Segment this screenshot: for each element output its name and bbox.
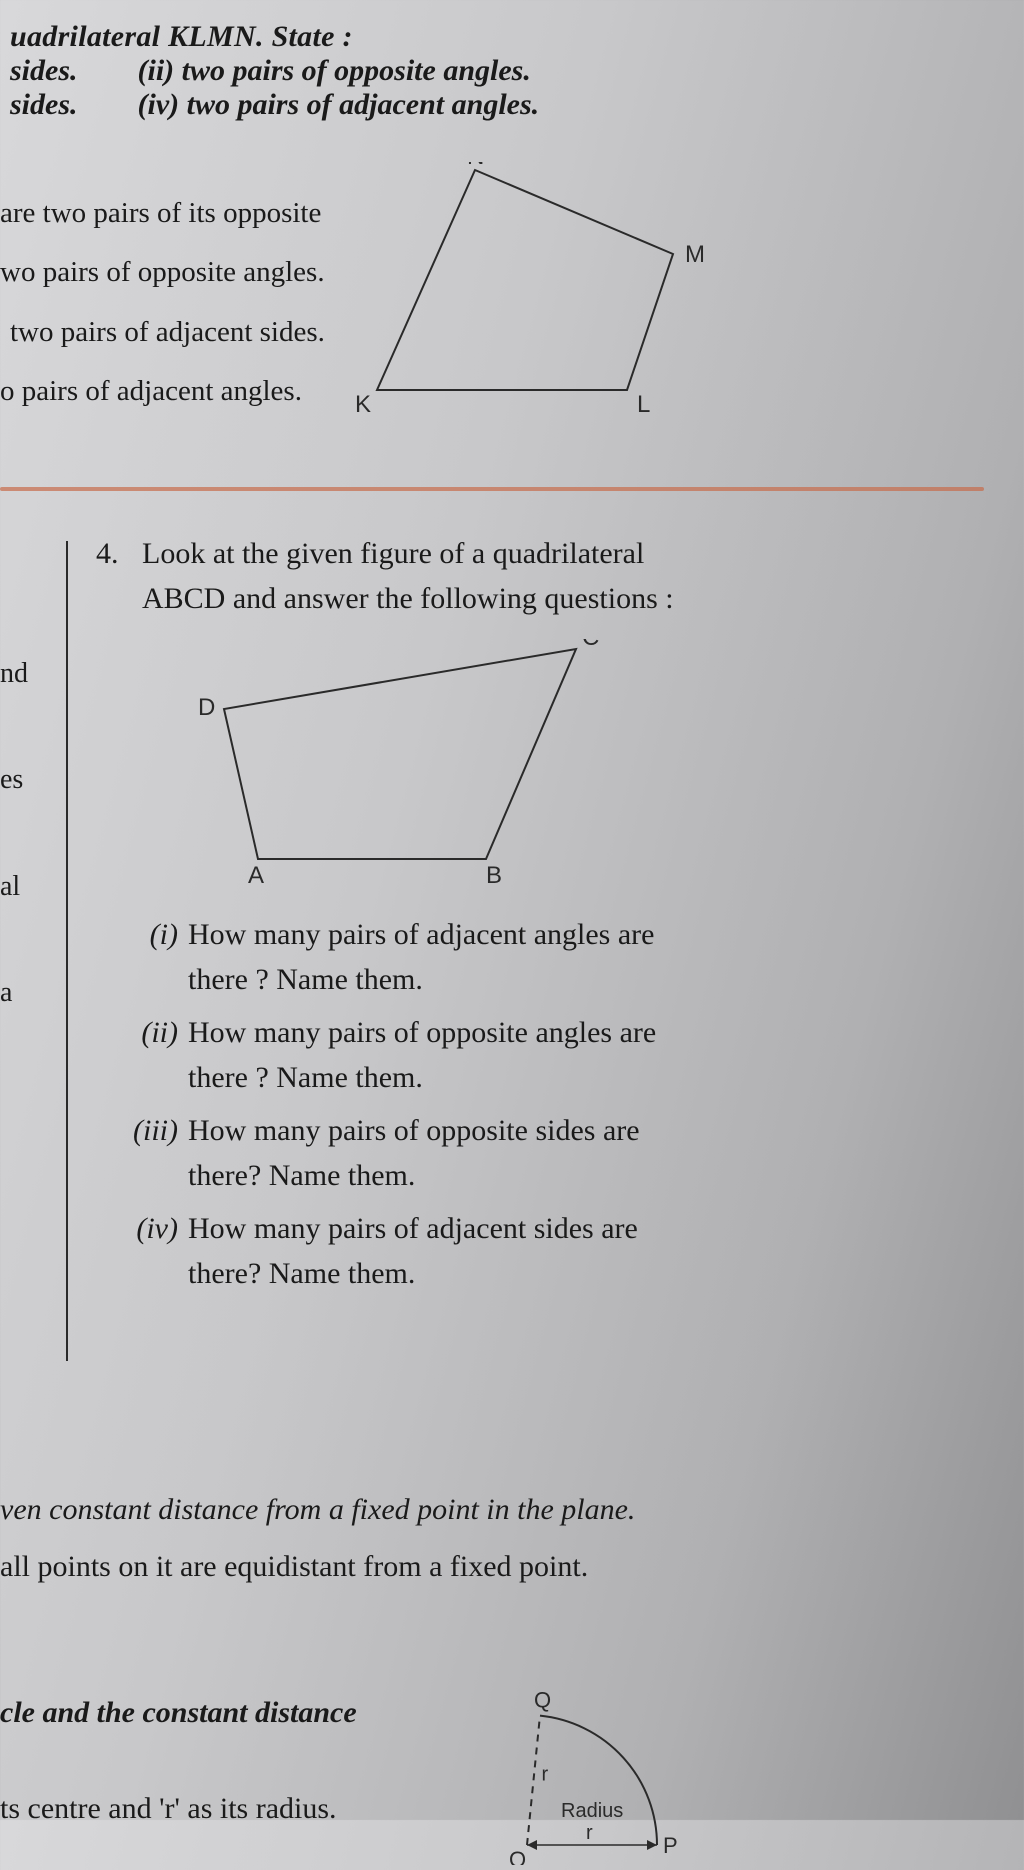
klmn-line-4: o pairs of adjacent angles.: [0, 362, 325, 421]
question-4-line1: Look at the given figure of a quadrilate…: [142, 537, 644, 570]
q4-item-i: (i) How many pairs of adjacent angles ar…: [108, 912, 954, 1002]
q4-ii-l2: there ? Name them.: [188, 1061, 423, 1094]
q4-i-l1: How many pairs of adjacent angles are: [188, 918, 654, 951]
q4-item-iii: (iii) How many pairs of opposite sides a…: [108, 1108, 954, 1198]
klmn-title: uadrilateral KLMN. State :: [10, 20, 984, 54]
q4-iv-l2: there? Name them.: [188, 1257, 415, 1290]
q4-item-ii: (ii) How many pairs of opposite angles a…: [108, 1010, 954, 1100]
radius-block: cle and the constant distance ts centre …: [0, 1665, 984, 1870]
svg-text:Radius: Radius: [561, 1800, 623, 1822]
radius-line2: ts centre and 'r' as its radius.: [0, 1792, 337, 1825]
left-margin-stubs: nd es al a: [0, 531, 60, 1047]
q4-i-l2: there ? Name them.: [188, 963, 423, 996]
q4-label-ii: (ii): [108, 1010, 178, 1100]
radius-text: cle and the constant distance ts centre …: [0, 1665, 357, 1857]
question-4-head: 4. Look at the given figure of a quadril…: [96, 531, 954, 621]
klmn-figure: N M L K: [355, 162, 715, 427]
klmn-text-lines: are two pairs of its opposite wo pairs o…: [0, 162, 325, 422]
vertical-rule: [66, 541, 68, 1361]
svg-text:Q: Q: [534, 1688, 551, 1713]
svg-text:O: O: [509, 1847, 526, 1865]
svg-text:D: D: [198, 694, 215, 721]
question-4-number: 4.: [96, 531, 128, 621]
svg-text:r: r: [586, 1822, 593, 1844]
svg-text:N: N: [467, 162, 484, 170]
svg-text:C: C: [582, 639, 599, 651]
klmn-row3-right: (iv) two pairs of adjacent angles.: [138, 88, 540, 122]
circle-def-line2: all points on it are equidistant from a …: [0, 1538, 984, 1595]
q4-iv-l1: How many pairs of adjacent sides are: [188, 1212, 638, 1245]
svg-text:K: K: [355, 391, 371, 418]
circle-definition: ven constant distance from a fixed point…: [0, 1481, 984, 1595]
svg-text:L: L: [637, 391, 650, 418]
svg-text:A: A: [248, 862, 264, 889]
svg-text:P: P: [663, 1833, 678, 1858]
klmn-header: uadrilateral KLMN. State : sides. (ii) t…: [0, 20, 984, 122]
svg-text:M: M: [685, 241, 705, 268]
question-4-items: (i) How many pairs of adjacent angles ar…: [96, 912, 954, 1296]
klmn-row3-left: sides.: [10, 88, 78, 122]
stub-2: es: [0, 727, 60, 833]
klmn-row2-right: (ii) two pairs of opposite angles.: [138, 54, 531, 88]
klmn-row2-left: sides.: [10, 54, 78, 88]
section-divider: [0, 487, 984, 491]
stub-1: nd: [0, 621, 60, 727]
q4-item-iv: (iv) How many pairs of adjacent sides ar…: [108, 1206, 954, 1296]
q4-label-i: (i): [108, 912, 178, 1002]
circle-figure: Q P O Radiusr r: [387, 1675, 687, 1870]
klmn-section: are two pairs of its opposite wo pairs o…: [0, 162, 984, 427]
circle-def-line1: ven constant distance from a fixed point…: [0, 1481, 984, 1538]
question-4-body: 4. Look at the given figure of a quadril…: [96, 531, 984, 1304]
q4-iii-l1: How many pairs of opposite sides are: [188, 1114, 640, 1147]
stub-3: al: [0, 834, 60, 940]
klmn-line-3: two pairs of adjacent sides.: [0, 303, 325, 362]
question-4-line2: ABCD and answer the following questions …: [142, 582, 674, 615]
q4-iii-l2: there? Name them.: [188, 1159, 415, 1192]
svg-text:B: B: [486, 862, 502, 889]
abcd-figure: A B C D: [186, 639, 954, 894]
klmn-line-1: are two pairs of its opposite: [0, 184, 325, 243]
question-4-block: nd es al a 4. Look at the given figure o…: [0, 531, 984, 1421]
q4-label-iv: (iv): [108, 1206, 178, 1296]
klmn-line-2: wo pairs of opposite angles.: [0, 243, 325, 302]
stub-4: a: [0, 940, 60, 1046]
svg-text:r: r: [541, 1763, 548, 1785]
q4-label-iii: (iii): [108, 1108, 178, 1198]
radius-line1: cle and the constant distance: [0, 1696, 357, 1729]
q4-ii-l1: How many pairs of opposite angles are: [188, 1016, 656, 1049]
